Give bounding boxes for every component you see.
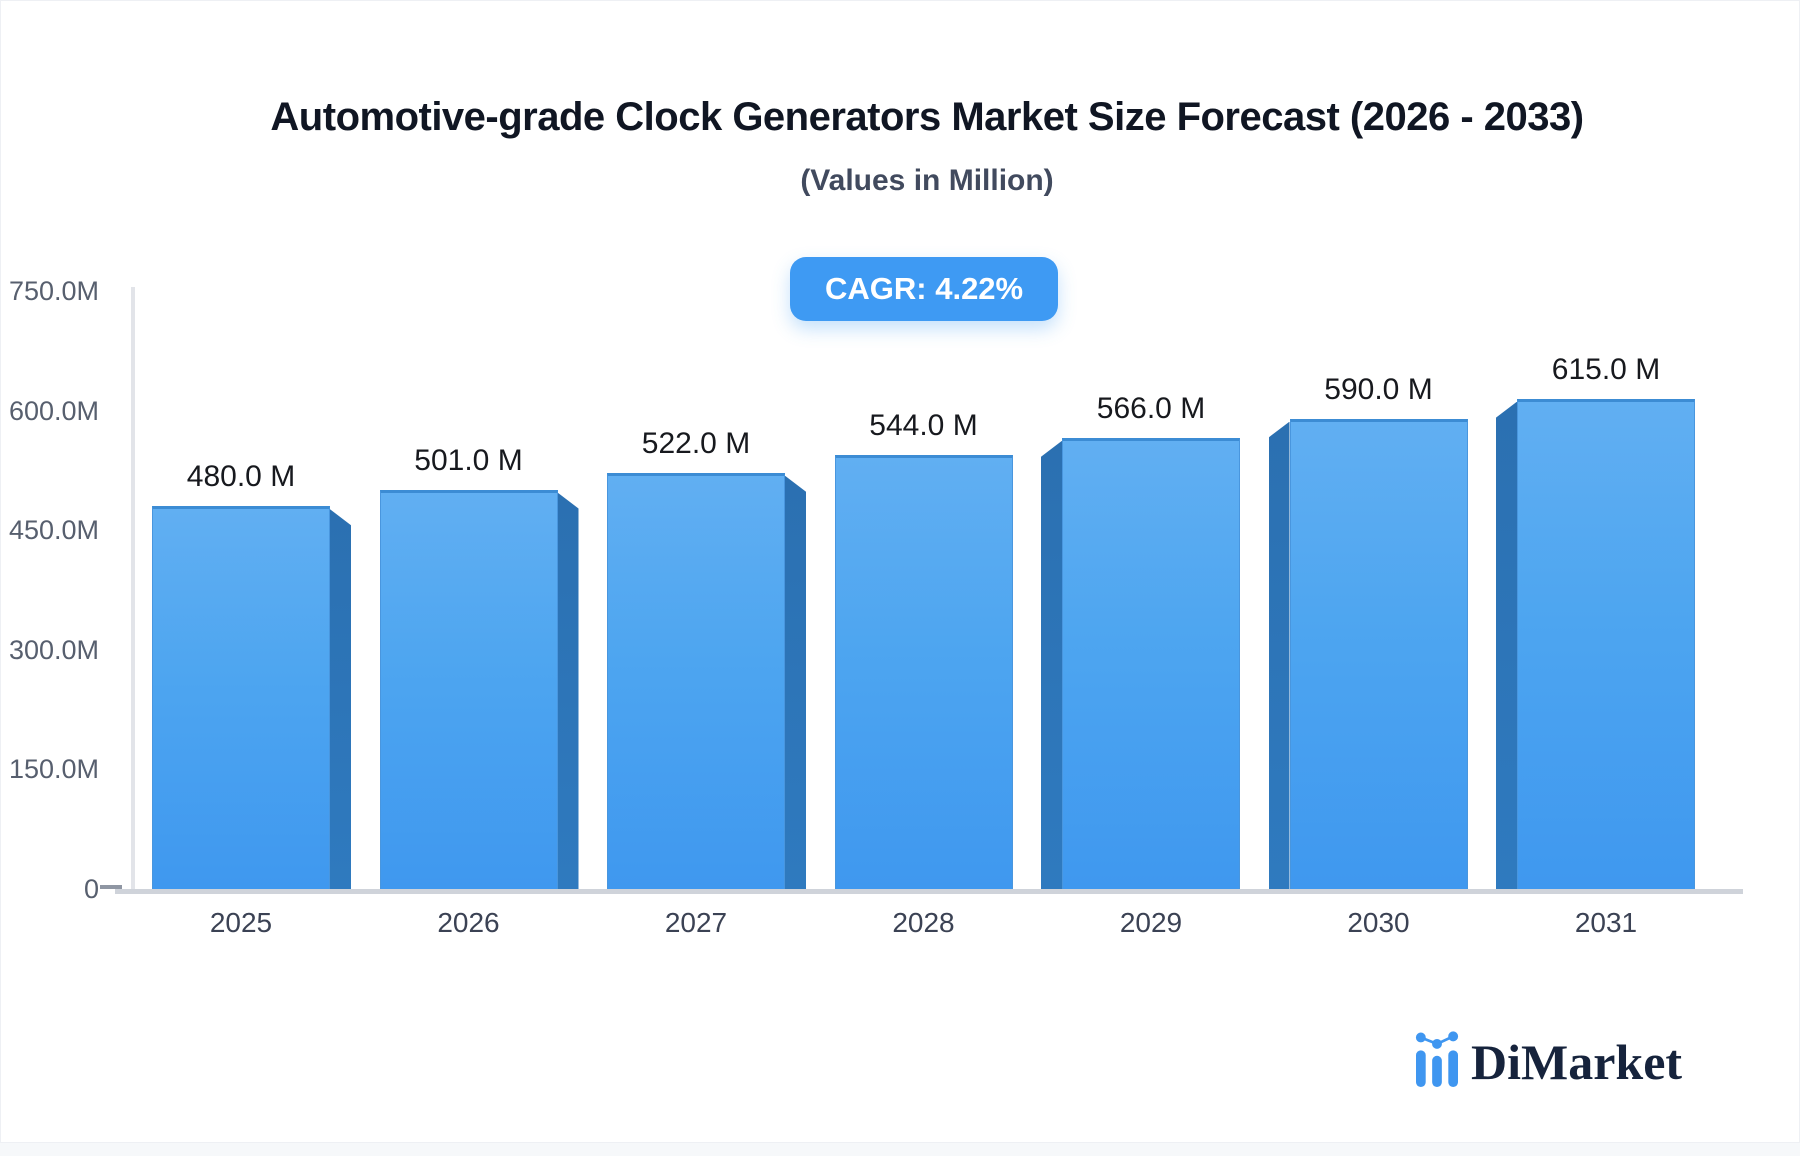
x-tick-label: 2031 [1574,907,1638,938]
bar-value-label: 522.0 M [641,426,751,460]
y-tick-label: 300.0M [8,634,99,665]
bar-value-label: 480.0 M [186,460,296,494]
y-tick-label: 0 [83,874,99,904]
bar-side-face [785,475,806,889]
x-tick-label: 2026 [437,907,500,938]
bar-value-label: 566.0 M [1096,391,1206,425]
bar-value-label: 590.0 M [1324,372,1433,406]
x-axis-line [115,889,1743,894]
y-tick-label: 150.0M [8,754,99,785]
bar-2031[interactable] [1496,398,1695,889]
bar-2030[interactable] [1268,418,1468,889]
bar-side-face [1268,421,1290,889]
bar-2029[interactable] [1041,437,1240,889]
bar-side-face [1496,401,1517,889]
bar-side-face [1041,440,1062,889]
cagr-badge: CAGR: 4.22% [790,257,1059,321]
bar-2028[interactable] [834,455,1013,889]
logo-text: DiMarket [1471,1034,1683,1090]
bar-value-label: 615.0 M [1551,352,1661,386]
bar-side-face [557,492,579,889]
chart-subtitle: (Values in Million) [800,164,1054,197]
bar-2025[interactable] [152,506,351,889]
x-tick-label: 2030 [1347,907,1410,938]
bar-chart-logo-icon [1415,1031,1459,1087]
bar-side-face [330,509,351,889]
bar-value-label: 544.0 M [869,409,978,443]
zero-tick-mark [100,885,122,889]
y-tick-label: 450.0M [8,515,99,546]
bar-2026[interactable] [379,489,579,889]
x-tick-label: 2027 [664,907,728,938]
bar-value-label: 501.0 M [414,443,523,477]
y-axis-line [131,287,135,889]
x-tick-label: 2025 [209,907,273,938]
y-tick-label: 600.0M [8,395,99,426]
y-tick-label: 750.0M [8,276,99,306]
plot-area: 0 150.0M 300.0M 450.0M 600.0M 750.0M 480.0 M 20… [9,276,1743,938]
x-tick-label: 2029 [1119,907,1183,938]
dimarket-logo: DiMarket [1415,1031,1682,1087]
bar-2027[interactable] [607,472,806,889]
page-title: Automotive-grade Clock Generators Market… [270,95,1584,139]
chart-header: Automotive-grade Clock Generators Market… [1,95,1799,198]
x-tick-label: 2028 [892,907,955,938]
